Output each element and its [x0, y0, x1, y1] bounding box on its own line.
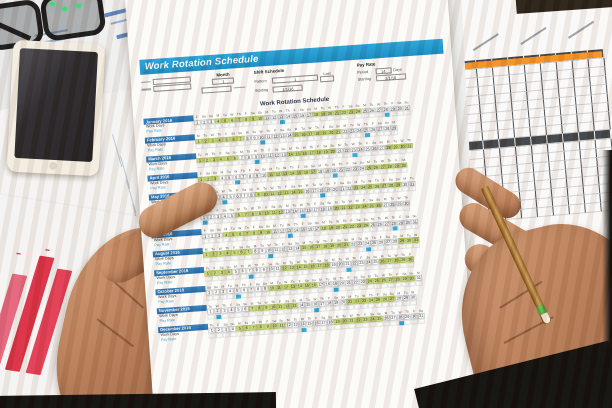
pay-cell [406, 147, 414, 154]
phone-home-button [48, 161, 58, 171]
shift-starting-label: Starting [254, 88, 269, 93]
period-value: 14 [375, 66, 392, 74]
pay-cell [412, 242, 421, 249]
last-value [320, 74, 335, 82]
pay-cell [409, 299, 418, 306]
month-label-column: March 2016 Work Days Pay Rate [146, 153, 197, 173]
gantt-column-label [567, 20, 594, 39]
month-label-column: September 2016 Work Days Pay Rate [153, 266, 205, 287]
month-label-column: August 2016 Work Days Pay Rate [152, 247, 204, 268]
month-value: 1 [212, 77, 235, 85]
pay-cell [390, 130, 399, 136]
glasses-glint [50, 2, 55, 6]
pay-cell [418, 318, 426, 324]
bar-chart-label: ▬ [16, 250, 22, 256]
second-pay-field [201, 85, 233, 94]
pay-cell [415, 280, 423, 287]
gantt-cell [521, 208, 539, 219]
gantt-cell [569, 204, 586, 215]
period-unit: Days [393, 67, 402, 72]
bar-chart-label: ▬ [45, 246, 50, 253]
month-label-column: January 2016 Work Days Pay Rate [143, 115, 194, 135]
glasses-glint [62, 7, 67, 11]
pay-cell [411, 223, 419, 230]
pay-starting-label: Starting [357, 76, 371, 82]
month-label-column: November 2016 Work Days Pay Rate [156, 304, 208, 325]
gantt-cell [553, 205, 570, 216]
phone-screen [14, 48, 98, 162]
gantt-cell [537, 206, 555, 218]
pay-cell [400, 167, 408, 173]
smartphone [6, 39, 106, 177]
gantt-column-label [520, 26, 547, 45]
pay-cell [407, 262, 415, 268]
pay-starting-value: 1/1/16 [375, 73, 406, 82]
month-label-column: December 2016 Work Days Pay Rate [157, 323, 209, 344]
pay-cell [403, 110, 411, 116]
month-label-column: February 2016 Work Days Pay Rate [144, 134, 196, 154]
pay-cell [408, 185, 417, 192]
pay-cell [403, 205, 411, 211]
pattern-value: 1 [272, 73, 319, 84]
gantt-cell [585, 202, 602, 214]
period-label: Period [357, 69, 369, 75]
shift-starting-value: 1/1/16 [272, 84, 304, 93]
area-field [153, 83, 192, 93]
glasses-glint [76, 4, 81, 8]
dark-edge [0, 392, 277, 408]
month-label-column: October 2016 Work Days Pay Rate [155, 285, 206, 306]
gantt-column-label [472, 33, 499, 51]
dark-edge [602, 150, 612, 380]
pattern-label: Pattern [254, 78, 267, 84]
